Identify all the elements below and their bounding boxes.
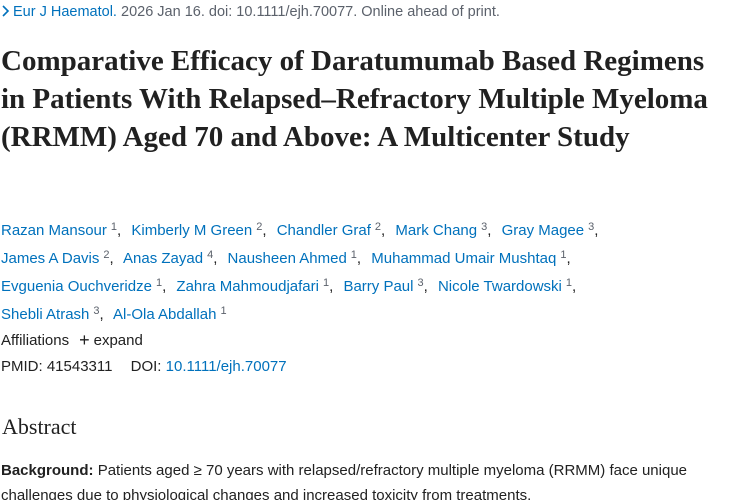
citation: Eur J Haematol. 2026 Jan 16. doi: 10.111… [2, 4, 500, 20]
author-name[interactable]: James A Davis [1, 250, 100, 267]
background-text: Patients aged ≥ 70 years with relapsed/r… [1, 462, 688, 500]
author: Mark Chang 3 [395, 221, 497, 239]
author-name[interactable]: Shebli Atrash [1, 306, 90, 323]
affiliation-number[interactable]: 1 [220, 305, 227, 317]
affiliation-number[interactable]: 4 [207, 249, 214, 261]
author: Shebli Atrash 3 [1, 305, 110, 323]
identifiers: PMID: 41543311 DOI: 10.1111/ejh.70077 [1, 358, 287, 375]
affiliation-number[interactable]: 1 [155, 277, 163, 289]
author-name[interactable]: Nausheen Ahmed [227, 250, 347, 267]
author: Evguenia Ouchveridze 1 [1, 277, 172, 295]
affiliation-number[interactable]: 1 [350, 249, 357, 261]
abstract-background: Background: Patients aged ≥ 70 years wit… [1, 458, 721, 500]
affiliations-label: Affiliations [1, 332, 70, 349]
expand-toggle[interactable]: expand [93, 332, 143, 349]
affiliation-number[interactable]: 3 [588, 221, 595, 233]
affiliation-number[interactable]: 1 [322, 277, 330, 289]
doi-link[interactable]: 10.1111/ejh.70077 [165, 358, 287, 375]
background-label: Background: [1, 462, 94, 479]
affiliation-number[interactable]: 1 [110, 221, 118, 233]
pmid: 41543311 [46, 358, 113, 375]
author-name[interactable]: Gray Magee [501, 222, 585, 239]
affiliation-number[interactable]: 3 [481, 221, 488, 233]
journal-link[interactable]: Eur J Haematol. [13, 4, 117, 20]
author: Nausheen Ahmed 1 [227, 249, 368, 267]
author-name[interactable]: Razan Mansour [1, 222, 107, 239]
plus-icon[interactable]: + [79, 330, 90, 350]
author-name[interactable]: Nicole Twardowski [437, 278, 562, 295]
author: Zahra Mahmoudjafari 1 [176, 277, 339, 295]
author-name[interactable]: Anas Zayad [123, 250, 204, 267]
author: Al-Ola Abdallah 1 [113, 305, 227, 323]
affiliation-number[interactable]: 2 [256, 221, 263, 233]
author: James A Davis 2 [1, 249, 120, 267]
affiliation-number[interactable]: 2 [103, 249, 110, 261]
author-name[interactable]: Al-Ola Abdallah [113, 306, 217, 323]
author-name[interactable]: Barry Paul [343, 278, 414, 295]
author: Muhammad Umair Mushtaq 1 [371, 249, 576, 267]
chevron-icon [2, 5, 10, 17]
author: Barry Paul 3 [343, 277, 433, 295]
author: Kimberly M Green 2 [131, 221, 272, 239]
author-name[interactable]: Evguenia Ouchveridze [1, 278, 152, 295]
author-name[interactable]: Chandler Graf [276, 222, 371, 239]
author: Chandler Graf 2 [276, 221, 392, 239]
author-name[interactable]: Zahra Mahmoudjafari [176, 278, 319, 295]
affiliation-number[interactable]: 3 [93, 305, 100, 317]
author: Gray Magee 3 [501, 221, 605, 239]
affiliations: Affiliations + expand [1, 330, 143, 351]
affiliation-number[interactable]: 2 [374, 221, 382, 233]
abstract-heading: Abstract [2, 414, 77, 439]
doi-label: DOI: [130, 358, 162, 375]
affiliation-number[interactable]: 1 [560, 249, 567, 261]
affiliation-number[interactable]: 3 [417, 277, 424, 289]
author-name[interactable]: Muhammad Umair Mushtaq [371, 250, 557, 267]
citation-details: 2026 Jan 16. doi: 10.1111/ejh.70077. Onl… [121, 4, 500, 20]
author: Nicole Twardowski 1 [437, 277, 582, 295]
author-name[interactable]: Kimberly M Green [131, 222, 253, 239]
author: Razan Mansour 1 [1, 221, 127, 239]
pmid-label: PMID: [1, 358, 43, 375]
article-title: Comparative Efficacy of Daratumumab Base… [1, 45, 708, 153]
author-name[interactable]: Mark Chang [395, 222, 478, 239]
author: Anas Zayad 4 [123, 249, 223, 267]
affiliation-number[interactable]: 1 [565, 277, 573, 289]
